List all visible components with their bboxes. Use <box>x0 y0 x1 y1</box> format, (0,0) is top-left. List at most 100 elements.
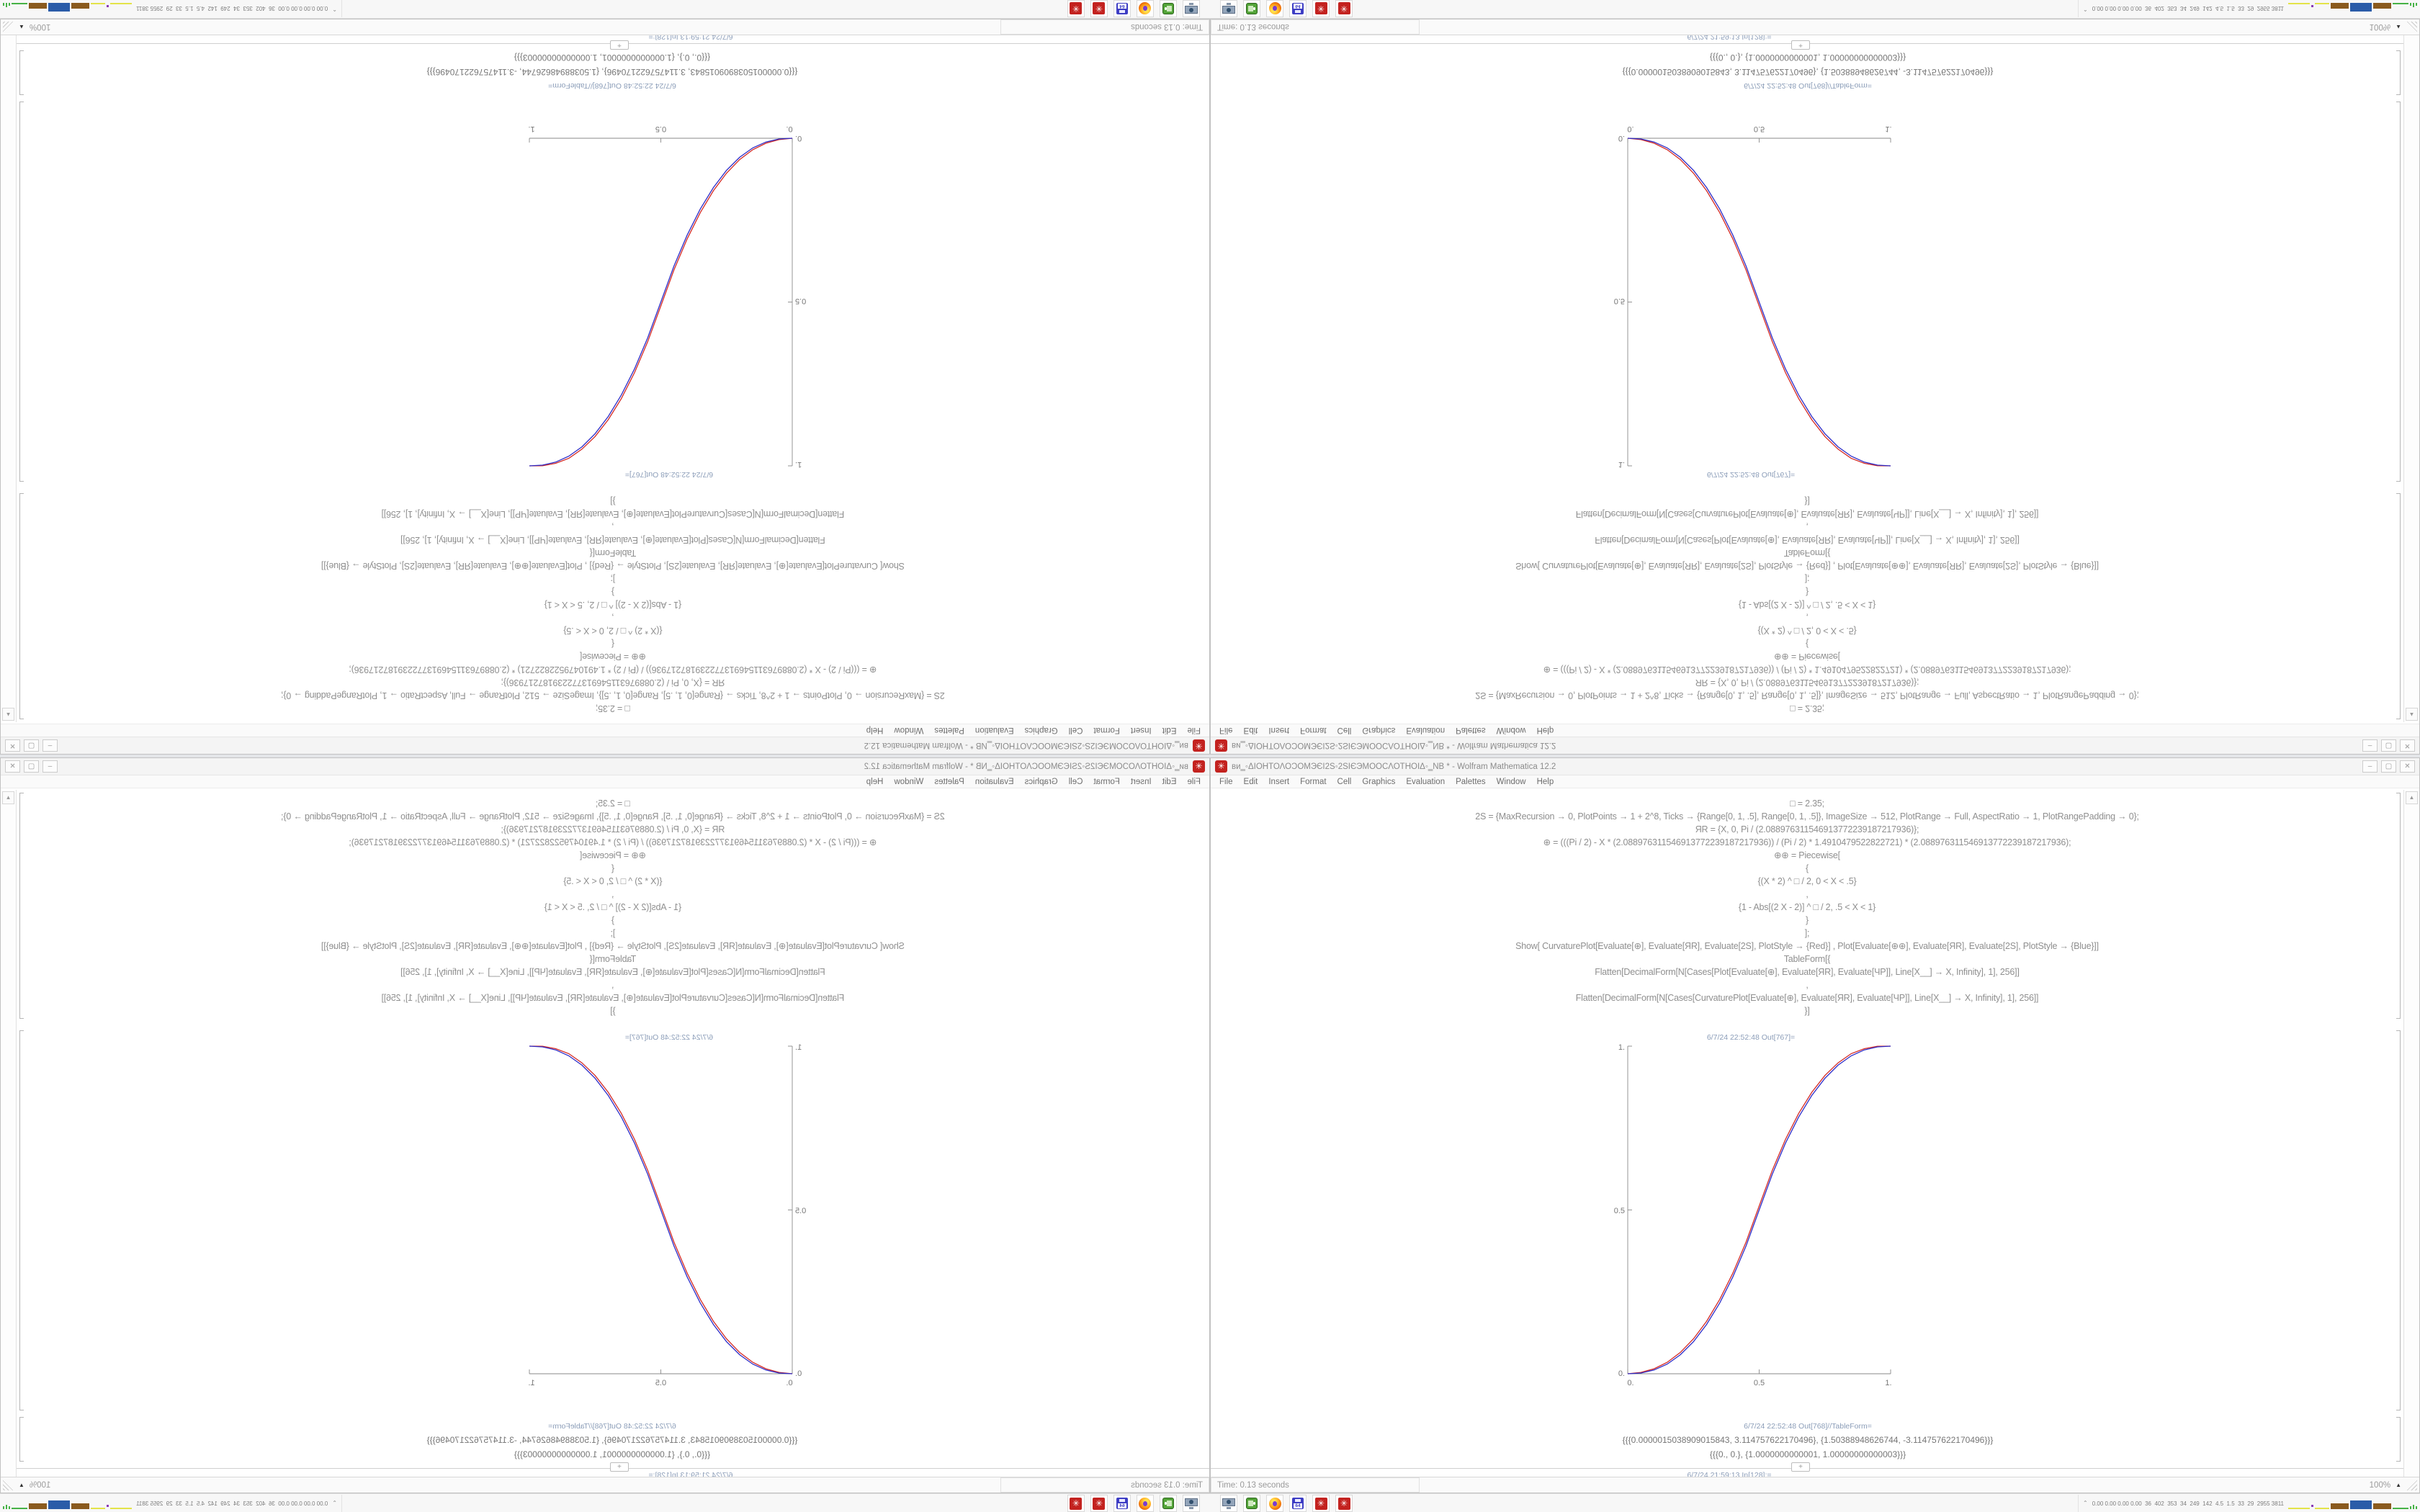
new-cell-plus-button[interactable]: + <box>1791 1462 1810 1472</box>
menu-format[interactable]: Format <box>1093 726 1120 735</box>
floppy-64-icon[interactable]: 64 <box>1113 1495 1131 1512</box>
zoom-level[interactable]: 100% <box>29 1480 51 1490</box>
window-titlebar[interactable]: ✳ ви‗◦ΔΙΟΗΤΟΛΟϽΟΜЭЄΙ2S◦2SΙЄЭΜΟΟϹΛΟΤΗΟΙΔ◦… <box>1 737 1209 754</box>
menu-insert[interactable]: Insert <box>1268 777 1290 786</box>
mathematica-icon[interactable]: ✳ <box>1312 1495 1330 1512</box>
zoom-control[interactable]: 100% ▲ <box>2370 22 2419 32</box>
vertical-scrollbar[interactable]: ▲ <box>1 35 17 722</box>
menu-graphics[interactable]: Graphics <box>1362 777 1396 786</box>
input-cell-bracket[interactable] <box>19 493 24 719</box>
mathematica-icon[interactable]: ✳ <box>1067 0 1085 17</box>
output-plot-graphic[interactable]: 1. 0.5 0. 0. 0.5 1. <box>521 1043 817 1395</box>
tray-expand-chevron-icon[interactable]: ⌃ <box>2083 6 2088 12</box>
output-plot-graphic[interactable]: 1. 0.5 0. 0. 0.5 1. <box>521 117 817 469</box>
mathematica-icon[interactable]: ✳ <box>1312 0 1330 17</box>
minimize-button[interactable]: – <box>42 739 58 752</box>
firefox-icon[interactable] <box>1137 1495 1154 1512</box>
vertical-scrollbar[interactable]: ▲ <box>1 790 17 1477</box>
notebook-area[interactable]: □ = 2.35; 2S = {MaxRecursion → 0, PlotPo… <box>17 35 1209 722</box>
system-tray[interactable]: ⌃ 0.00 0.00 0.00 0.00 36 402 353 34 249 … <box>2078 1495 2419 1512</box>
input-cell-code[interactable]: □ = 2.35; 2S = {MaxRecursion → 0, PlotPo… <box>17 797 1209 1017</box>
display-capture-icon[interactable] <box>1183 0 1200 17</box>
menu-window[interactable]: Window <box>1496 777 1526 786</box>
tray-expand-chevron-icon[interactable]: ⌃ <box>2083 1500 2088 1506</box>
display-capture-icon[interactable] <box>1220 0 1237 17</box>
menu-palettes[interactable]: Palettes <box>1456 777 1486 786</box>
plot-output-cell-bracket[interactable] <box>2396 1030 2401 1410</box>
menu-evaluation[interactable]: Evaluation <box>1406 726 1446 735</box>
mathematica-icon[interactable]: ✳ <box>1335 0 1353 17</box>
menu-file[interactable]: File <box>1219 726 1233 735</box>
resize-grip[interactable] <box>3 1480 14 1490</box>
menu-cell[interactable]: Cell <box>1337 726 1352 735</box>
menu-window[interactable]: Window <box>894 726 924 735</box>
menu-format[interactable]: Format <box>1093 777 1120 786</box>
minimize-button[interactable]: – <box>42 760 58 773</box>
zoom-menu-arrow-icon[interactable]: ▲ <box>19 1482 24 1488</box>
scroll-up-arrow-icon[interactable]: ▲ <box>2 708 14 721</box>
menu-insert[interactable]: Insert <box>1130 777 1152 786</box>
system-tray[interactable]: ⌃ 0.00 0.00 0.00 0.00 36 402 353 34 249 … <box>2078 0 2419 17</box>
zoom-menu-arrow-icon[interactable]: ▲ <box>19 24 24 30</box>
menu-graphics[interactable]: Graphics <box>1024 777 1058 786</box>
mathematica-icon[interactable]: ✳ <box>1335 1495 1353 1512</box>
menu-window[interactable]: Window <box>1496 726 1526 735</box>
zoom-level[interactable]: 100% <box>2369 1480 2391 1490</box>
close-button[interactable]: ✕ <box>5 760 20 773</box>
menu-help[interactable]: Help <box>866 777 884 786</box>
close-button[interactable]: ✕ <box>2400 760 2415 773</box>
display-capture-icon[interactable] <box>1183 1495 1200 1512</box>
scroll-up-arrow-icon[interactable]: ▲ <box>2406 708 2418 721</box>
resize-grip[interactable] <box>2406 1480 2417 1490</box>
input-cell-bracket[interactable] <box>2396 793 2401 1019</box>
menu-graphics[interactable]: Graphics <box>1362 726 1396 735</box>
window-titlebar[interactable]: ✳ ви‗◦ΔΙΟΗΤΟΛΟϽΟΜЭЄΙ2S◦2SΙЄЭΜΟΟϹΛΟΤΗΟΙΔ◦… <box>1211 758 2419 775</box>
maximize-button[interactable]: ▢ <box>2381 739 2396 752</box>
menu-evaluation[interactable]: Evaluation <box>1406 777 1446 786</box>
display-capture-icon[interactable] <box>1220 1495 1237 1512</box>
zoom-level[interactable]: 100% <box>2369 22 2391 32</box>
resize-grip[interactable] <box>2406 22 2417 32</box>
zoom-menu-arrow-icon[interactable]: ▲ <box>2396 1482 2401 1488</box>
menu-evaluation[interactable]: Evaluation <box>974 726 1014 735</box>
firefox-icon[interactable] <box>1266 1495 1283 1512</box>
menu-edit[interactable]: Edit <box>1243 726 1258 735</box>
menu-cell[interactable]: Cell <box>1068 726 1083 735</box>
tray-expand-chevron-icon[interactable]: ⌃ <box>332 1500 337 1506</box>
table-output-cell-bracket[interactable] <box>2396 50 2401 95</box>
menu-help[interactable]: Help <box>866 726 884 735</box>
zoom-menu-arrow-icon[interactable]: ▲ <box>2396 24 2401 30</box>
scroll-up-arrow-icon[interactable]: ▲ <box>2406 791 2418 804</box>
menu-edit[interactable]: Edit <box>1162 777 1177 786</box>
mathematica-icon[interactable]: ✳ <box>1090 0 1108 17</box>
input-cell-code[interactable]: □ = 2.35; 2S = {MaxRecursion → 0, PlotPo… <box>1211 797 2403 1017</box>
green-gadget-icon[interactable] <box>1243 1495 1260 1512</box>
menu-format[interactable]: Format <box>1300 777 1327 786</box>
input-cell-code[interactable]: □ = 2.35; 2S = {MaxRecursion → 0, PlotPo… <box>1211 495 2403 715</box>
mathematica-icon[interactable]: ✳ <box>1090 1495 1108 1512</box>
menu-edit[interactable]: Edit <box>1162 726 1177 735</box>
green-gadget-icon[interactable] <box>1243 0 1260 17</box>
table-output-cell-bracket[interactable] <box>2396 1417 2401 1462</box>
floppy-64-icon[interactable]: 64 <box>1289 0 1307 17</box>
firefox-icon[interactable] <box>1266 0 1283 17</box>
plot-output-cell-bracket[interactable] <box>19 102 24 482</box>
new-cell-plus-button[interactable]: + <box>1791 40 1810 50</box>
input-cell-code[interactable]: □ = 2.35; 2S = {MaxRecursion → 0, PlotPo… <box>17 495 1209 715</box>
menu-edit[interactable]: Edit <box>1243 777 1258 786</box>
notebook-area[interactable]: □ = 2.35; 2S = {MaxRecursion → 0, PlotPo… <box>1211 35 2403 722</box>
plot-output-cell-bracket[interactable] <box>19 1030 24 1410</box>
menu-format[interactable]: Format <box>1300 726 1327 735</box>
input-cell-bracket[interactable] <box>19 793 24 1019</box>
menu-cell[interactable]: Cell <box>1337 777 1352 786</box>
minimize-button[interactable]: – <box>2362 739 2378 752</box>
vertical-scrollbar[interactable]: ▲ <box>2403 35 2419 722</box>
green-gadget-icon[interactable] <box>1160 0 1177 17</box>
menu-help[interactable]: Help <box>1536 777 1554 786</box>
menu-help[interactable]: Help <box>1536 726 1554 735</box>
minimize-button[interactable]: – <box>2362 760 2378 773</box>
plot-output-cell-bracket[interactable] <box>2396 102 2401 482</box>
firefox-icon[interactable] <box>1137 0 1154 17</box>
menu-file[interactable]: File <box>1187 726 1201 735</box>
scroll-up-arrow-icon[interactable]: ▲ <box>2 791 14 804</box>
